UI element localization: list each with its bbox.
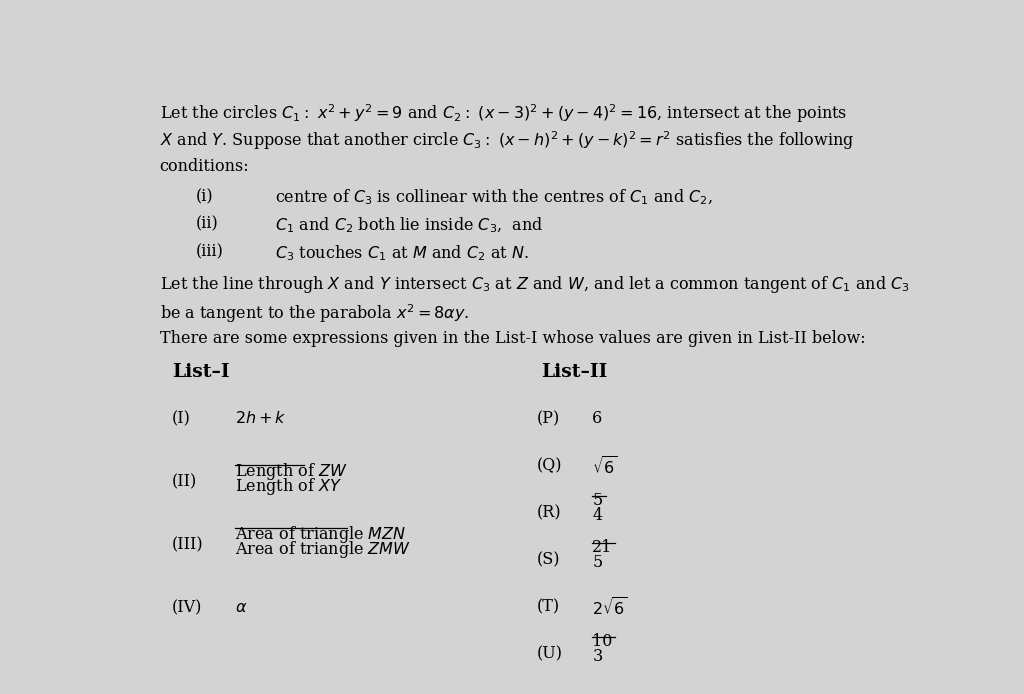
Text: (I): (I): [172, 410, 190, 427]
Text: $\sqrt{6}$: $\sqrt{6}$: [592, 457, 617, 479]
Text: (Q): (Q): [537, 457, 562, 474]
Text: $2h+k$: $2h+k$: [236, 410, 287, 427]
Text: (II): (II): [172, 473, 197, 490]
Text: There are some expressions given in the List-I whose values are given in List-II: There are some expressions given in the …: [160, 330, 865, 346]
Text: $X$ and $Y$. Suppose that another circle $C_3:\ (x-h)^2+(y-k)^2=r^2$ satisfies t: $X$ and $Y$. Suppose that another circle…: [160, 130, 854, 153]
Text: centre of $C_3$ is collinear with the centres of $C_1$ and $C_2$,: centre of $C_3$ is collinear with the ce…: [274, 188, 713, 208]
Text: $C_1$ and $C_2$ both lie inside $C_3$,  and: $C_1$ and $C_2$ both lie inside $C_3$, a…: [274, 216, 544, 235]
Text: 10: 10: [592, 633, 612, 650]
Text: Let the circles $C_1:\  x^2+y^2=9$ and $C_2:\ (x-3)^2+(y-4)^2=16$, intersect at : Let the circles $C_1:\ x^2+y^2=9$ and $C…: [160, 102, 847, 125]
Text: 3: 3: [592, 648, 602, 665]
Text: Length of $XY$: Length of $XY$: [236, 475, 342, 497]
Text: be a tangent to the parabola $x^2=8\alpha y$.: be a tangent to the parabola $x^2=8\alph…: [160, 302, 469, 325]
Text: (ii): (ii): [196, 216, 218, 232]
Text: (iii): (iii): [196, 244, 223, 260]
Text: 5: 5: [592, 554, 602, 570]
Text: (III): (III): [172, 536, 204, 553]
Text: $\alpha$: $\alpha$: [236, 599, 248, 616]
Text: 4: 4: [592, 507, 602, 524]
Text: 5: 5: [592, 492, 602, 509]
Text: conditions:: conditions:: [160, 158, 250, 175]
Text: (S): (S): [537, 551, 560, 568]
Text: 21: 21: [592, 539, 612, 556]
Text: Area of triangle $MZN$: Area of triangle $MZN$: [236, 524, 407, 545]
Text: (P): (P): [537, 410, 560, 427]
Text: (T): (T): [537, 598, 560, 615]
Text: Area of triangle $ZMW$: Area of triangle $ZMW$: [236, 539, 412, 560]
Text: (U): (U): [537, 645, 563, 662]
Text: Length of $ZW$: Length of $ZW$: [236, 461, 347, 482]
Text: (i): (i): [196, 188, 213, 205]
Text: (IV): (IV): [172, 599, 202, 616]
Text: (R): (R): [537, 504, 561, 521]
Text: List–II: List–II: [541, 363, 607, 381]
Text: List–I: List–I: [172, 363, 229, 381]
Text: $2\sqrt{6}$: $2\sqrt{6}$: [592, 598, 628, 620]
Text: 6: 6: [592, 410, 602, 427]
Text: $C_3$ touches $C_1$ at $M$ and $C_2$ at $N$.: $C_3$ touches $C_1$ at $M$ and $C_2$ at …: [274, 244, 528, 263]
Text: Let the line through $X$ and $Y$ intersect $C_3$ at $Z$ and $W$, and let a commo: Let the line through $X$ and $Y$ interse…: [160, 274, 909, 295]
